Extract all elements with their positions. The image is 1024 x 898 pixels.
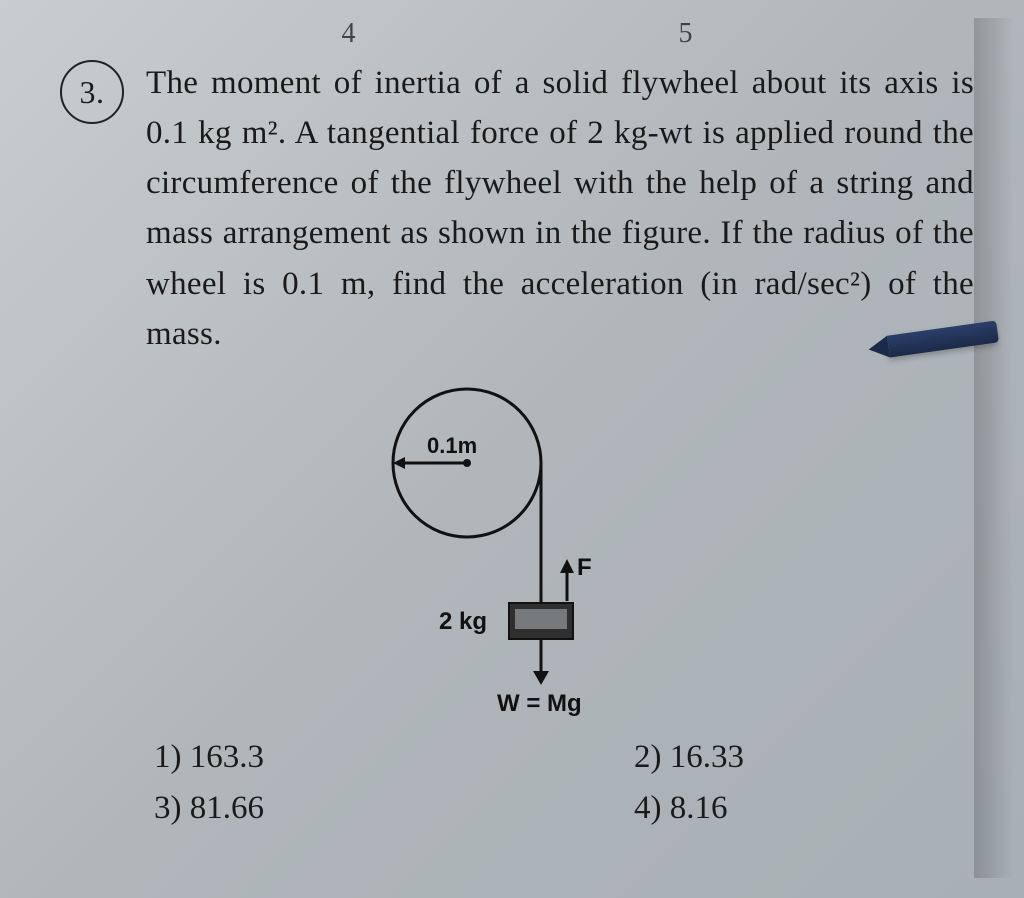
answer-options: 1) 163.3 2) 16.33 3) 81.66 4) 8.16 (60, 739, 974, 827)
option-2[interactable]: 2) 16.33 (634, 739, 974, 776)
option-1[interactable]: 1) 163.3 (154, 739, 494, 776)
flywheel-diagram: 0.1m F 2 kg W = Mg (60, 377, 974, 717)
question-number: 3. (60, 60, 124, 124)
svg-text:2 kg: 2 kg (439, 608, 487, 635)
header-ref-left: 4 (342, 18, 356, 50)
diagram-svg: 0.1m F 2 kg W = Mg (357, 377, 677, 717)
option-3[interactable]: 3) 81.66 (154, 790, 494, 827)
page-edge-shadow (974, 18, 1014, 878)
svg-text:F: F (577, 554, 592, 581)
question-text: The moment of inertia of a solid flywhee… (146, 58, 974, 359)
option-4[interactable]: 4) 8.16 (634, 790, 974, 827)
question-number-badge: 3. (60, 60, 124, 124)
physics-question-page: 4 5 3. The moment of inertia of a solid … (60, 18, 974, 878)
svg-text:0.1m: 0.1m (427, 433, 477, 458)
question-block: 3. The moment of inertia of a solid flyw… (60, 58, 974, 359)
header-refs: 4 5 (60, 18, 974, 50)
header-ref-right: 5 (679, 18, 693, 50)
svg-text:W = Mg: W = Mg (497, 690, 582, 717)
